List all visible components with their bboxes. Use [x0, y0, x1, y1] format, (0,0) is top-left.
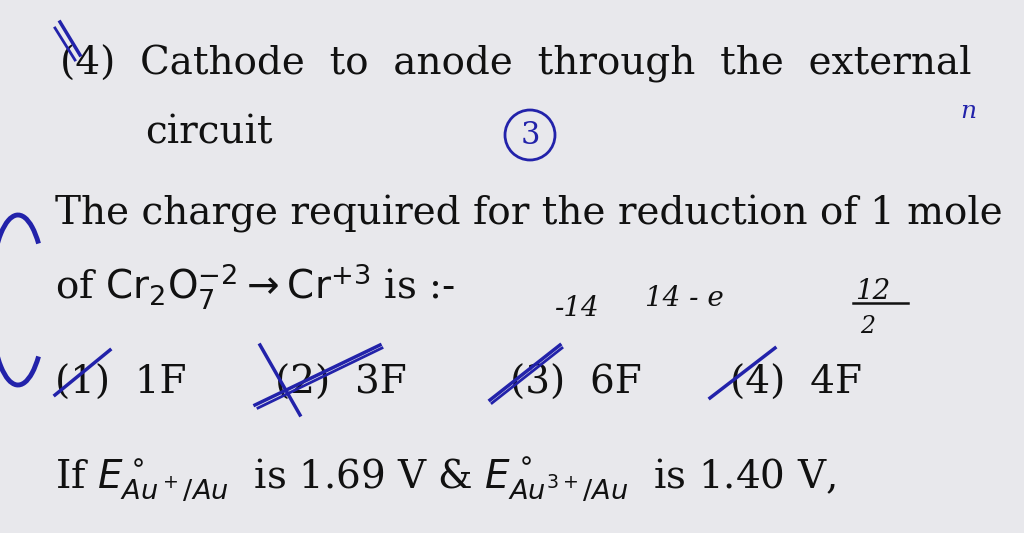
- Text: The charge required for the reduction of 1 mole: The charge required for the reduction of…: [55, 195, 1002, 233]
- Text: 3: 3: [520, 119, 540, 150]
- Text: of $\mathrm{Cr_2O_7^{-2} \rightarrow Cr^{+3}}$ is :-: of $\mathrm{Cr_2O_7^{-2} \rightarrow Cr^…: [55, 262, 456, 312]
- Text: (4)  4F: (4) 4F: [730, 365, 862, 402]
- Text: (2)  3F: (2) 3F: [275, 365, 407, 402]
- Text: If $E^\circ_{Au^+/Au}$  is 1.69 V & $E^\circ_{Au^{3+}/Au}$  is 1.40 V,: If $E^\circ_{Au^+/Au}$ is 1.69 V & $E^\c…: [55, 455, 836, 503]
- Text: 2: 2: [860, 315, 874, 338]
- Text: 14 - e: 14 - e: [645, 285, 724, 312]
- Text: (4)  Cathode  to  anode  through  the  external: (4) Cathode to anode through the externa…: [60, 45, 972, 84]
- Text: (1)  1F: (1) 1F: [55, 365, 186, 402]
- Text: circuit: circuit: [145, 115, 272, 152]
- Text: n: n: [961, 100, 976, 123]
- Text: -14: -14: [555, 295, 600, 322]
- Text: (3)  6F: (3) 6F: [510, 365, 642, 402]
- Text: 12: 12: [855, 278, 890, 305]
